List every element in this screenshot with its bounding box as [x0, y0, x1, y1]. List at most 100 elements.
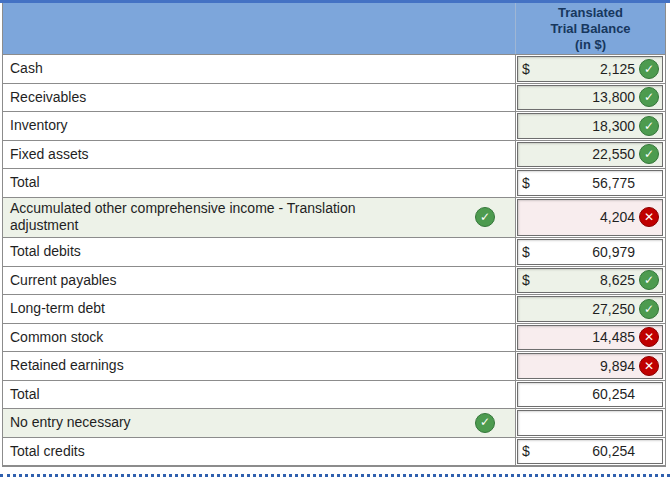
- header-value-cell: Translated Trial Balance (in $): [516, 3, 665, 54]
- amount-cell: $2,125✓: [516, 55, 665, 83]
- currency-symbol: $: [522, 175, 530, 191]
- row-label: Receivables: [10, 89, 86, 106]
- amount-value: 60,979: [592, 244, 635, 260]
- amount-cell: $60,254: [516, 438, 665, 466]
- amount-value: 60,254: [592, 386, 635, 402]
- currency-symbol: $: [522, 244, 530, 260]
- row-label-cell: Cash: [3, 55, 516, 83]
- row-label-cell: Total debits: [3, 238, 516, 266]
- row-label: Total credits: [10, 443, 85, 460]
- row-label: Fixed assets: [10, 146, 89, 163]
- incorrect-x-icon: ✕: [639, 327, 659, 347]
- amount-value: 60,254: [592, 443, 635, 459]
- amount-value: 56,775: [592, 175, 635, 191]
- amount-input[interactable]: $2,125✓: [517, 56, 663, 82]
- row-label: Total: [10, 174, 40, 191]
- amount-cell: 27,250✓: [516, 295, 665, 323]
- row-label-cell: Common stock: [3, 324, 516, 352]
- correct-check-icon: ✓: [639, 270, 659, 290]
- amount-value: 9,894: [600, 358, 635, 374]
- row-label: Cash: [10, 60, 43, 77]
- table-row: Receivables 13,800✓: [3, 84, 665, 113]
- row-label-cell: Fixed assets: [3, 141, 516, 169]
- row-label-cell: Accumulated other comprehensive income -…: [3, 198, 516, 238]
- amount-cell: 4,204✕: [516, 198, 665, 238]
- header-label-cell: [3, 3, 516, 54]
- amount-value: 13,800: [592, 89, 635, 105]
- incorrect-x-icon: ✕: [639, 207, 659, 227]
- amount-input[interactable]: $60,254: [517, 439, 663, 465]
- amount-cell: 14,485✕: [516, 324, 665, 352]
- row-label-cell: Total: [3, 381, 516, 409]
- amount-value: 14,485: [592, 329, 635, 345]
- correct-check-icon: ✓: [639, 116, 659, 136]
- row-label-cell: Retained earnings: [3, 352, 516, 380]
- correct-check-icon: ✓: [475, 413, 495, 433]
- table-row: Total debits $60,979: [3, 238, 665, 267]
- amount-input[interactable]: 22,550✓: [517, 142, 663, 168]
- table-row: Long-term debt 27,250✓: [3, 295, 665, 324]
- table-row: Current payables $8,625✓: [3, 267, 665, 296]
- amount-value: 4,204: [600, 209, 635, 225]
- table-row: Fixed assets 22,550✓: [3, 141, 665, 170]
- amount-input[interactable]: $56,775: [517, 170, 663, 196]
- incorrect-x-icon: ✕: [639, 356, 659, 376]
- table-row: No entry necessary ✓: [3, 409, 665, 438]
- amount-value: 2,125: [600, 61, 635, 77]
- correct-check-icon: ✓: [639, 299, 659, 319]
- amount-input[interactable]: $60,979: [517, 239, 663, 265]
- amount-input[interactable]: 14,485✕: [517, 325, 663, 351]
- amount-input[interactable]: [517, 410, 663, 436]
- correct-check-icon: ✓: [475, 207, 495, 227]
- table-row: Common stock 14,485✕: [3, 324, 665, 353]
- table-header-row: Translated Trial Balance (in $): [3, 3, 665, 55]
- amount-input[interactable]: $8,625✓: [517, 268, 663, 294]
- table-row: Accumulated other comprehensive income -…: [3, 198, 665, 239]
- amount-value: 8,625: [600, 272, 635, 288]
- currency-symbol: $: [522, 61, 530, 77]
- row-label-cell: Total: [3, 169, 516, 197]
- row-label: Current payables: [10, 272, 117, 289]
- amount-value: 27,250: [592, 301, 635, 317]
- row-label: No entry necessary: [10, 414, 131, 431]
- row-label-cell: Total credits: [3, 438, 516, 466]
- amount-value: 18,300: [592, 118, 635, 134]
- amount-input[interactable]: 4,204✕: [517, 199, 663, 237]
- amount-cell: $56,775: [516, 169, 665, 197]
- row-label-cell: Inventory: [3, 112, 516, 140]
- column-title-line: Trial Balance: [550, 21, 630, 37]
- amount-value: 22,550: [592, 146, 635, 162]
- amount-cell: 60,254: [516, 381, 665, 409]
- table-row: Total credits $60,254: [3, 438, 665, 467]
- amount-cell: $60,979: [516, 238, 665, 266]
- amount-cell: 13,800✓: [516, 84, 665, 112]
- correct-check-icon: ✓: [639, 87, 659, 107]
- currency-symbol: $: [522, 272, 530, 288]
- amount-input[interactable]: 9,894✕: [517, 353, 663, 379]
- amount-cell: 9,894✕: [516, 352, 665, 380]
- row-label: Accumulated other comprehensive income -…: [10, 200, 410, 234]
- row-label: Total debits: [10, 243, 81, 260]
- amount-cell: [516, 409, 665, 437]
- trial-balance-table: Translated Trial Balance (in $) Cash $2,1…: [2, 3, 666, 467]
- row-label-cell: No entry necessary ✓: [3, 409, 516, 437]
- row-label: Total: [10, 386, 40, 403]
- column-title-line: Translated: [558, 5, 623, 21]
- row-label-cell: Current payables: [3, 267, 516, 295]
- table-row: Inventory 18,300✓: [3, 112, 665, 141]
- amount-input[interactable]: 13,800✓: [517, 85, 663, 111]
- column-title-line: (in $): [575, 37, 606, 53]
- row-label: Inventory: [10, 117, 68, 134]
- table-row: Retained earnings9,894✕: [3, 352, 665, 381]
- correct-check-icon: ✓: [639, 144, 659, 164]
- table-row: Total $56,775: [3, 169, 665, 198]
- amount-input[interactable]: 27,250✓: [517, 296, 663, 322]
- amount-cell: 22,550✓: [516, 141, 665, 169]
- row-label-cell: Long-term debt: [3, 295, 516, 323]
- row-label: Long-term debt: [10, 300, 105, 317]
- correct-check-icon: ✓: [639, 59, 659, 79]
- amount-cell: 18,300✓: [516, 112, 665, 140]
- row-label: Common stock: [10, 329, 103, 346]
- amount-input[interactable]: 18,300✓: [517, 113, 663, 139]
- amount-input[interactable]: 60,254: [517, 382, 663, 408]
